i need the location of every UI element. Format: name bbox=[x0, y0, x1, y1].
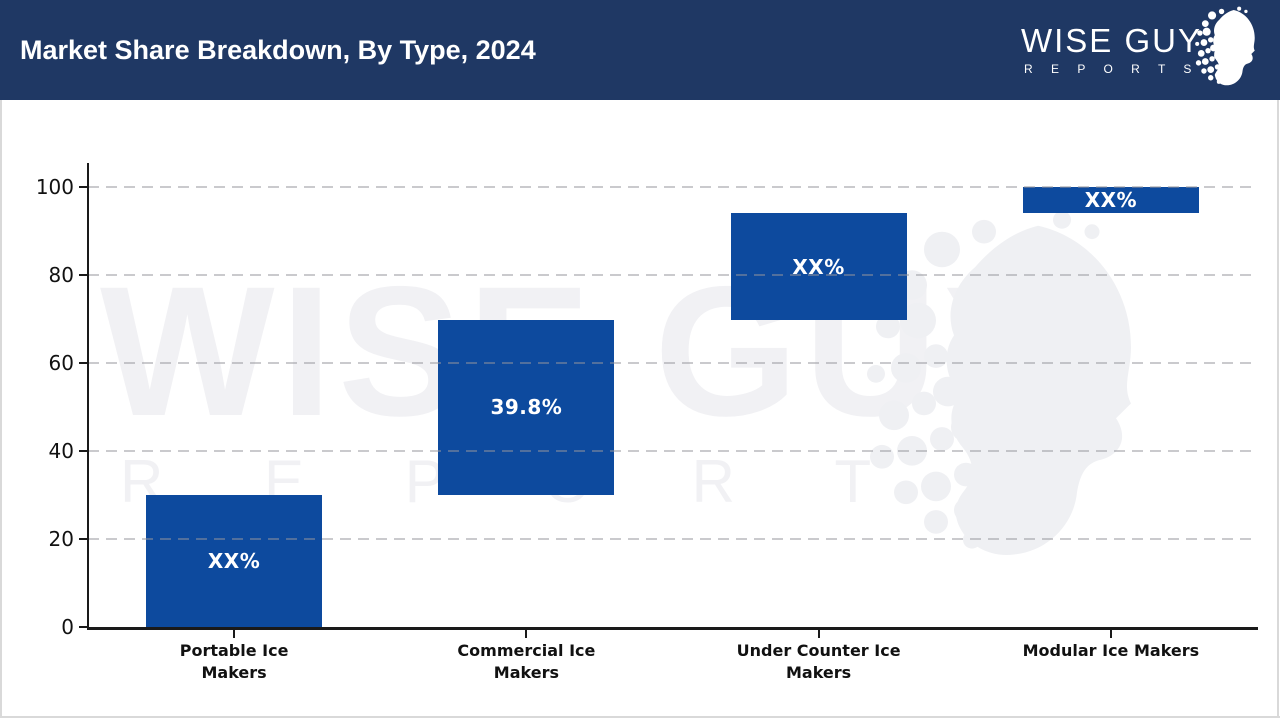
page-title: Market Share Breakdown, By Type, 2024 bbox=[20, 34, 536, 65]
gridline-y-40 bbox=[88, 450, 1257, 452]
wiseguy-head-icon bbox=[1195, 6, 1255, 86]
bar-under-counter-ice-makers: XX% bbox=[730, 213, 907, 320]
gridline-y-60 bbox=[88, 362, 1257, 364]
bar-value-label: 39.8% bbox=[490, 395, 563, 420]
x-category-label-under-counter-ice-makers: Under Counter Ice Makers bbox=[736, 641, 901, 683]
wiseguy-logo: WISE GUY R E P O R T S bbox=[1021, 6, 1280, 94]
x-tick-modular-ice-makers bbox=[1109, 630, 1112, 638]
y-tick-40 bbox=[79, 450, 88, 452]
y-tick-0 bbox=[79, 626, 88, 628]
x-category-label-modular-ice-makers: Modular Ice Makers bbox=[1022, 641, 1200, 660]
gridline-y-20 bbox=[88, 538, 1257, 540]
y-tick-60 bbox=[79, 362, 88, 364]
wiseguy-logo-text: WISE GUY R E P O R T S bbox=[1021, 24, 1202, 76]
x-category-label-commercial-ice-makers: Commercial Ice Makers bbox=[457, 641, 596, 683]
bar-commercial-ice-makers: 39.8% bbox=[438, 319, 615, 495]
y-tick-label-20: 20 bbox=[48, 527, 74, 551]
wiseguy-logo-line2: R E P O R T S bbox=[1024, 62, 1199, 76]
y-tick-label-60: 60 bbox=[48, 351, 74, 375]
wiseguy-logo-line1: WISE GUY bbox=[1020, 22, 1202, 59]
x-axis-line bbox=[87, 627, 1258, 630]
y-tick-20 bbox=[79, 538, 88, 540]
canvas-bottom-border bbox=[0, 716, 1280, 718]
gridline-y-100 bbox=[88, 186, 1257, 188]
canvas-right-border bbox=[1277, 100, 1279, 718]
y-tick-label-0: 0 bbox=[61, 615, 74, 639]
bar-portable-ice-makers: XX% bbox=[146, 495, 323, 627]
gridline-y-80 bbox=[88, 274, 1257, 276]
y-axis-line bbox=[87, 163, 89, 630]
y-tick-label-100: 100 bbox=[35, 175, 74, 199]
y-tick-label-40: 40 bbox=[48, 439, 74, 463]
canvas-left-border bbox=[0, 100, 2, 718]
y-tick-80 bbox=[79, 274, 88, 276]
header-band: Market Share Breakdown, By Type, 2024 WI… bbox=[0, 0, 1280, 100]
bar-value-label: XX% bbox=[1084, 188, 1138, 213]
x-tick-commercial-ice-makers bbox=[525, 630, 528, 638]
y-tick-label-80: 80 bbox=[48, 263, 74, 287]
y-tick-100 bbox=[79, 186, 88, 188]
x-tick-portable-ice-makers bbox=[233, 630, 236, 638]
bar-modular-ice-makers: XX% bbox=[1022, 187, 1199, 214]
x-tick-under-counter-ice-makers bbox=[817, 630, 820, 638]
x-category-label-portable-ice-makers: Portable Ice Makers bbox=[179, 641, 289, 683]
bar-value-label: XX% bbox=[207, 549, 261, 573]
chart-canvas: WISE GUY R E P O R T S XX%39.8%XX%XX%020… bbox=[0, 100, 1280, 720]
